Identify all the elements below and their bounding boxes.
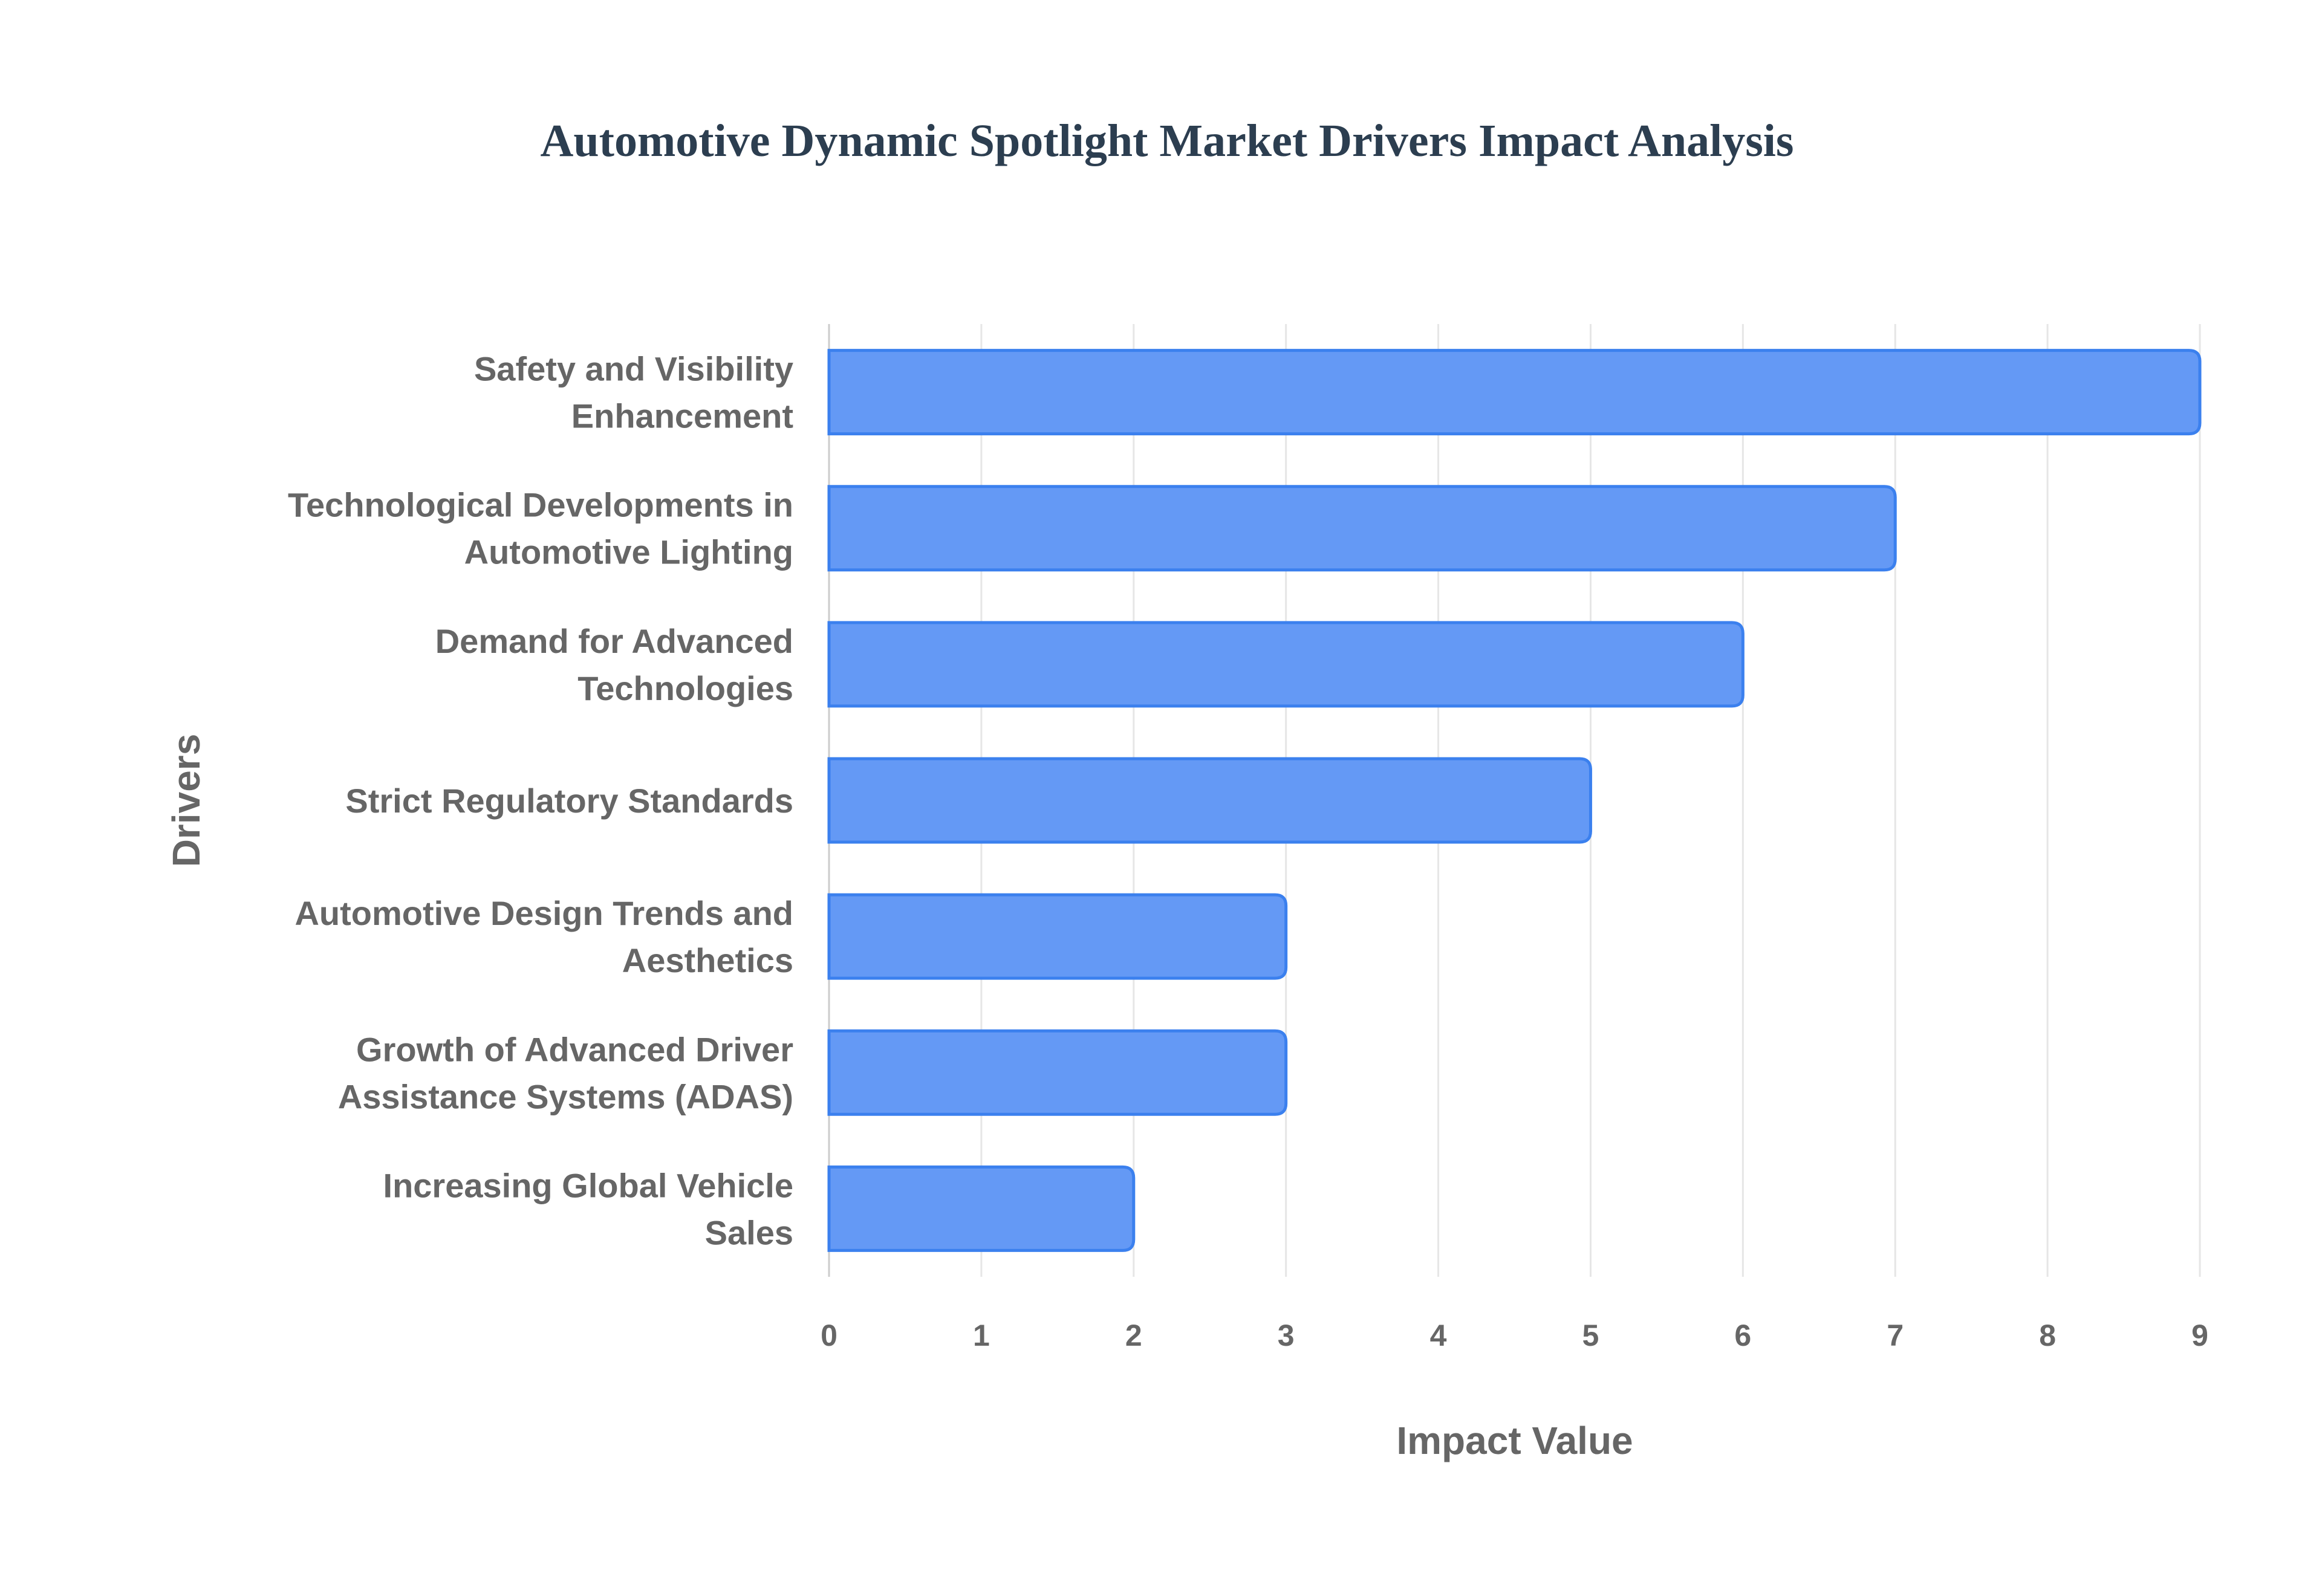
category-label-line: Assistance Systems (ADAS): [338, 1077, 793, 1115]
bar: [827, 349, 2202, 436]
category-label-line: Safety and Visibility: [474, 350, 793, 388]
x-tick-label: 0: [821, 1319, 837, 1352]
category-label-line: Demand for Advanced: [435, 622, 793, 660]
category-label-line: Automotive Lighting: [464, 533, 793, 571]
category-label-line: Aesthetics: [622, 941, 793, 979]
x-tick-label: 2: [1125, 1319, 1142, 1352]
category-label: Safety and Visibility Enhancement: [474, 350, 793, 435]
x-tick-label: 4: [1430, 1319, 1447, 1352]
category-label-line: Growth of Advanced Driver: [356, 1030, 793, 1068]
category-label-line: Technological Developments in: [288, 486, 793, 524]
category-label: Strict Regulatory Standards: [345, 782, 793, 820]
bar: [827, 757, 1592, 844]
category-label-line: Strict Regulatory Standards: [345, 782, 793, 820]
bar: [827, 485, 1897, 572]
category-label: Growth of Advanced Driver Assistance Syst…: [338, 1030, 793, 1115]
category-label-line: Sales: [705, 1213, 793, 1251]
chart-title: Automotive Dynamic Spotlight Market Driv…: [541, 115, 1794, 166]
category-label: Technological Developments in Automotive …: [288, 486, 793, 571]
bar: [827, 893, 1288, 980]
x-tick-label: 3: [1278, 1319, 1295, 1352]
x-tick-label: 9: [2191, 1319, 2208, 1352]
x-tick-labels: 0 1 2 3 4 5 6 7 8 9: [821, 1319, 2208, 1352]
category-label-line: Enhancement: [571, 397, 793, 435]
x-tick-label: 5: [1582, 1319, 1599, 1352]
category-label-line: Increasing Global Vehicle: [383, 1166, 793, 1204]
category-label: Increasing Global Vehicle Sales: [383, 1166, 793, 1251]
category-label-line: Automotive Design Trends and: [294, 894, 793, 932]
category-label: Demand for Advanced Technologies: [435, 622, 793, 707]
bar: [827, 1029, 1288, 1116]
category-label: Automotive Design Trends and Aesthetics: [294, 894, 793, 979]
x-tick-label: 8: [2039, 1319, 2056, 1352]
y-axis-label: Drivers: [164, 734, 208, 868]
x-tick-label: 1: [973, 1319, 990, 1352]
bars: [827, 349, 2202, 1252]
category-label-line: Technologies: [577, 669, 793, 707]
x-tick-label: 6: [1734, 1319, 1751, 1352]
category-labels: Safety and Visibility Enhancement Technolo…: [288, 350, 793, 1252]
x-axis-label: Impact Value: [1396, 1419, 1633, 1462]
x-tick-label: 7: [1887, 1319, 1904, 1352]
bar: [827, 1165, 1136, 1252]
bar: [827, 621, 1745, 708]
